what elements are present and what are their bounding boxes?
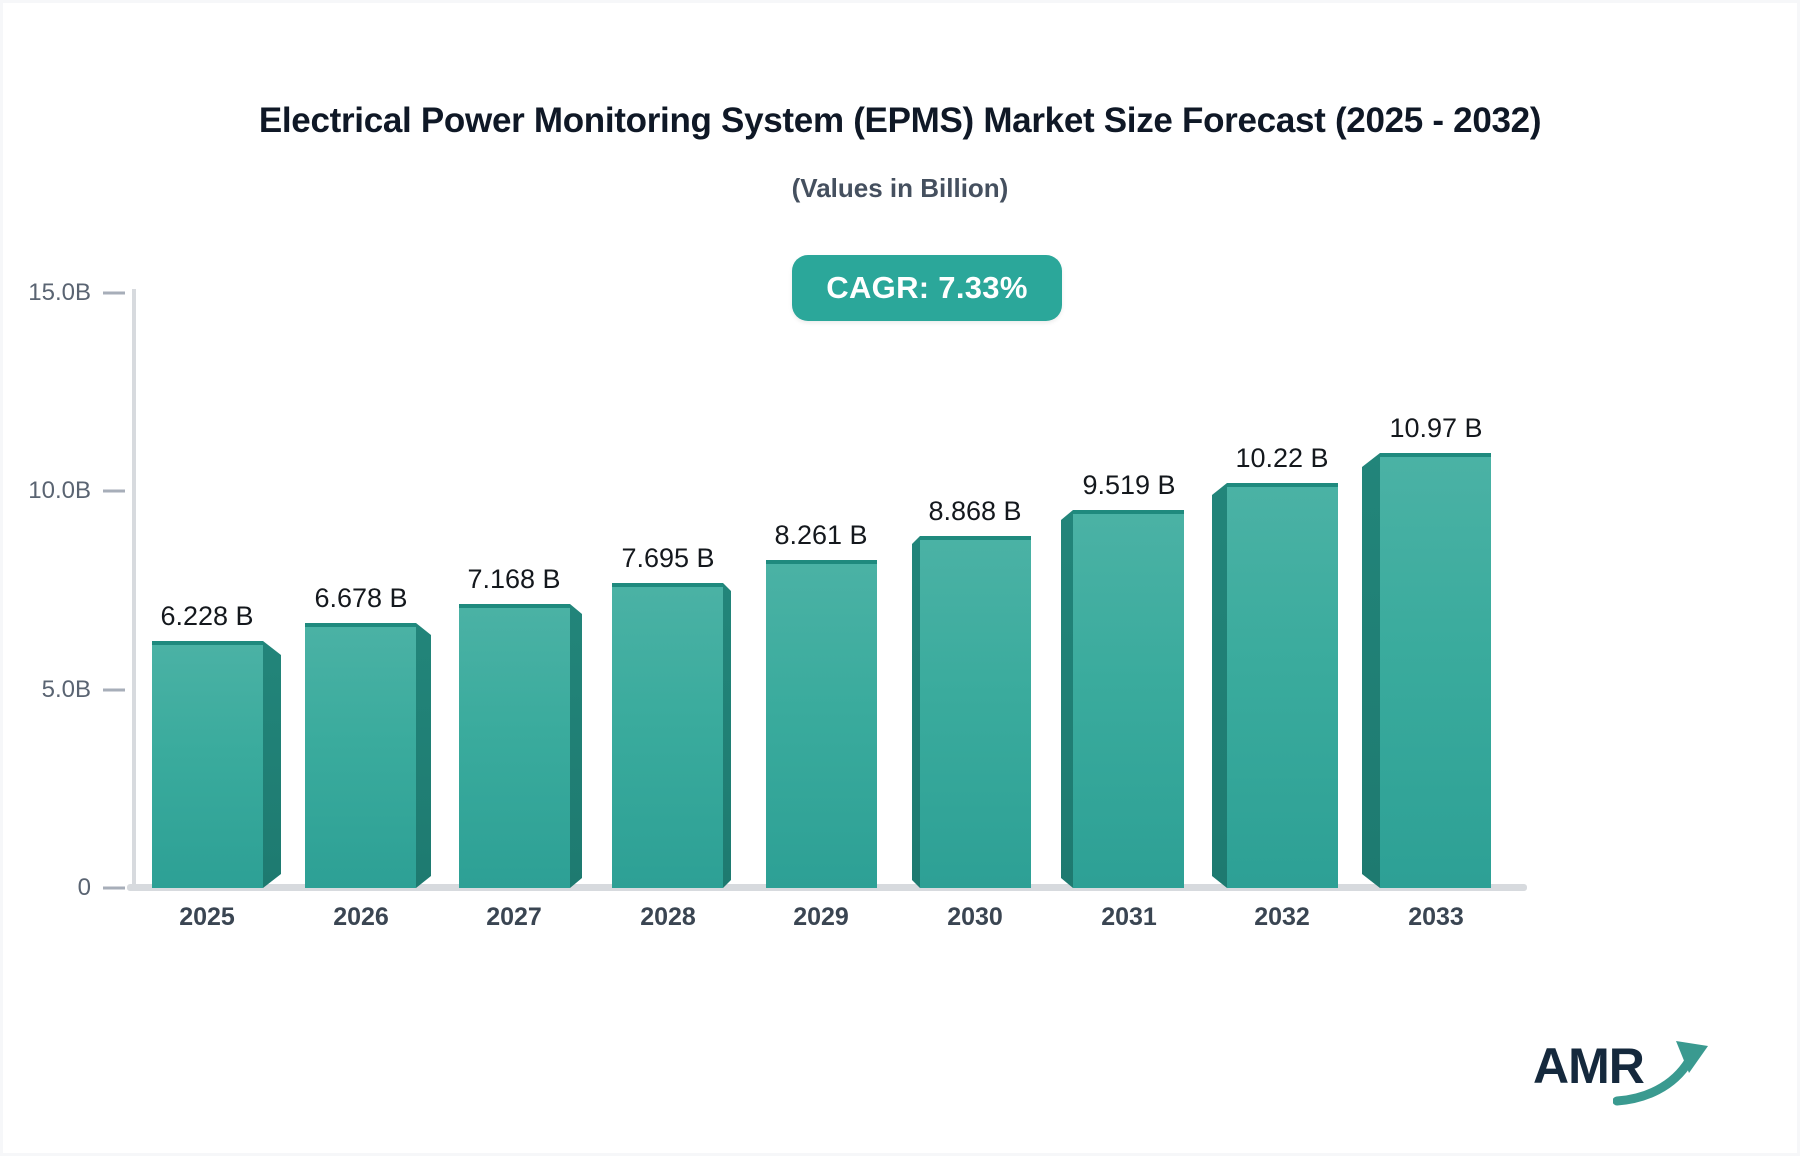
bar-value-label: 10.22 B [1235,443,1329,473]
x-axis-label-2026: 2026 [333,903,389,931]
bar-3d-side [263,641,281,888]
bar-2031 [1073,510,1184,888]
bar-3d-side [570,604,582,888]
chart-subtitle: (Values in Billion) [791,173,1009,203]
y-tick-label: 15.0B [28,278,91,306]
x-axis-label-2028: 2028 [640,903,696,931]
bar-2030 [920,536,1031,888]
growth-arrow-icon [1613,1041,1708,1106]
bar-2027 [459,604,570,888]
amr-logo-text: AMR [1533,1038,1645,1094]
x-axis-label-2033: 2033 [1408,903,1464,931]
bar-value-label: 6.678 B [314,583,408,613]
bar-3d-side [723,583,731,888]
y-axis-line [132,289,136,889]
bar-2026 [305,623,416,888]
bar-3d-side [1061,510,1073,888]
bar-3d-side [416,623,431,888]
x-axis-label-2029: 2029 [793,903,849,931]
bar-value-label: 10.97 B [1389,413,1483,443]
bar-value-label: 8.868 B [928,496,1022,526]
bar-value-label: 9.519 B [1082,470,1176,500]
bar-3d-side [912,536,920,888]
bar-2032 [1227,483,1338,888]
x-axis-label-2025: 2025 [179,903,235,931]
y-tick-dash [103,688,125,692]
x-axis-label-2030: 2030 [947,903,1003,931]
chart-title: Electrical Power Monitoring System (EPMS… [258,101,1542,140]
bar-value-label: 7.168 B [467,564,561,594]
y-tick-label: 0 [77,874,91,901]
bar-value-label: 7.695 B [621,543,715,573]
bar-2025 [152,641,263,888]
bar-2029 [766,560,877,888]
x-axis-label-2032: 2032 [1254,903,1310,931]
amr-logo: AMR [1533,1037,1713,1117]
bar-3d-side [1362,453,1380,888]
cagr-badge-label: CAGR: 7.33% [826,270,1028,305]
bar-2033 [1380,453,1491,888]
bar-value-label: 8.261 B [774,520,868,550]
cagr-badge: CAGR: 7.33% [792,255,1062,321]
x-axis-label-2031: 2031 [1101,903,1157,931]
y-tick-label: 10.0B [28,477,91,505]
x-axis-label-2027: 2027 [486,903,542,931]
y-tick-label: 5.0B [41,675,91,703]
y-tick-dash [103,886,125,890]
y-tick-dash [103,489,125,493]
bar-3d-side [1212,483,1227,888]
y-tick-dash [103,291,125,295]
bar-2028 [612,583,723,888]
bar-value-label: 6.228 B [160,601,254,631]
